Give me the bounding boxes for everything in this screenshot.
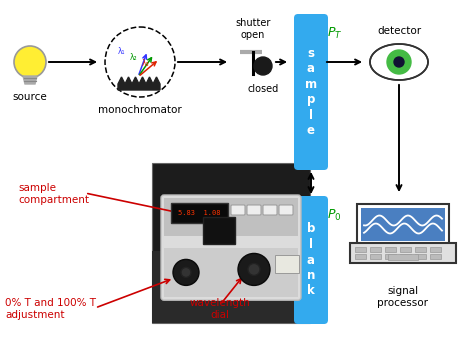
FancyBboxPatch shape [355, 254, 366, 259]
Circle shape [248, 263, 260, 275]
Text: signal
processor: signal processor [377, 286, 428, 308]
FancyBboxPatch shape [164, 247, 298, 297]
FancyBboxPatch shape [355, 247, 366, 252]
Circle shape [238, 253, 270, 285]
Circle shape [173, 259, 199, 285]
FancyBboxPatch shape [385, 247, 396, 252]
FancyBboxPatch shape [161, 195, 301, 300]
FancyBboxPatch shape [350, 243, 456, 263]
FancyBboxPatch shape [370, 247, 381, 252]
Circle shape [387, 50, 411, 74]
FancyBboxPatch shape [385, 254, 396, 259]
Text: $P_T$: $P_T$ [327, 26, 342, 41]
FancyBboxPatch shape [388, 254, 418, 260]
Circle shape [14, 46, 46, 78]
FancyBboxPatch shape [152, 163, 310, 323]
Text: source: source [13, 92, 47, 102]
Circle shape [254, 57, 272, 75]
FancyBboxPatch shape [275, 254, 299, 272]
Circle shape [394, 57, 404, 67]
Text: shutter
open: shutter open [235, 18, 271, 40]
FancyBboxPatch shape [294, 196, 328, 324]
FancyBboxPatch shape [415, 254, 426, 259]
FancyBboxPatch shape [171, 203, 228, 223]
FancyBboxPatch shape [430, 254, 441, 259]
FancyBboxPatch shape [400, 247, 411, 252]
FancyBboxPatch shape [370, 254, 381, 259]
FancyBboxPatch shape [294, 14, 328, 170]
FancyBboxPatch shape [357, 204, 449, 245]
Text: λ₃: λ₃ [142, 58, 150, 68]
Circle shape [181, 267, 191, 277]
FancyBboxPatch shape [400, 254, 411, 259]
FancyBboxPatch shape [430, 247, 441, 252]
Text: λ₁: λ₁ [118, 47, 126, 55]
Text: s
a
m
p
l
e: s a m p l e [305, 47, 317, 137]
Text: 5.83  1.08: 5.83 1.08 [178, 210, 221, 216]
Text: sample
compartment: sample compartment [18, 183, 89, 205]
FancyBboxPatch shape [415, 247, 426, 252]
FancyBboxPatch shape [247, 205, 261, 215]
Text: closed: closed [247, 84, 279, 94]
Text: λ₂: λ₂ [130, 53, 138, 62]
Text: $P_0$: $P_0$ [327, 208, 342, 223]
FancyBboxPatch shape [263, 205, 277, 215]
Text: 0% T and 100% T
adjustment: 0% T and 100% T adjustment [5, 298, 96, 321]
Text: detector: detector [377, 26, 421, 36]
Polygon shape [118, 77, 160, 90]
FancyBboxPatch shape [203, 217, 235, 244]
Text: b
l
a
n
k: b l a n k [307, 222, 315, 298]
Polygon shape [370, 44, 428, 80]
FancyBboxPatch shape [361, 208, 445, 241]
Polygon shape [23, 76, 37, 84]
FancyBboxPatch shape [152, 251, 310, 323]
Circle shape [105, 27, 175, 97]
Text: monochromator: monochromator [98, 105, 182, 115]
FancyBboxPatch shape [279, 205, 293, 215]
FancyBboxPatch shape [231, 205, 245, 215]
FancyBboxPatch shape [164, 198, 298, 236]
Text: wavelength
dial: wavelength dial [190, 298, 250, 321]
